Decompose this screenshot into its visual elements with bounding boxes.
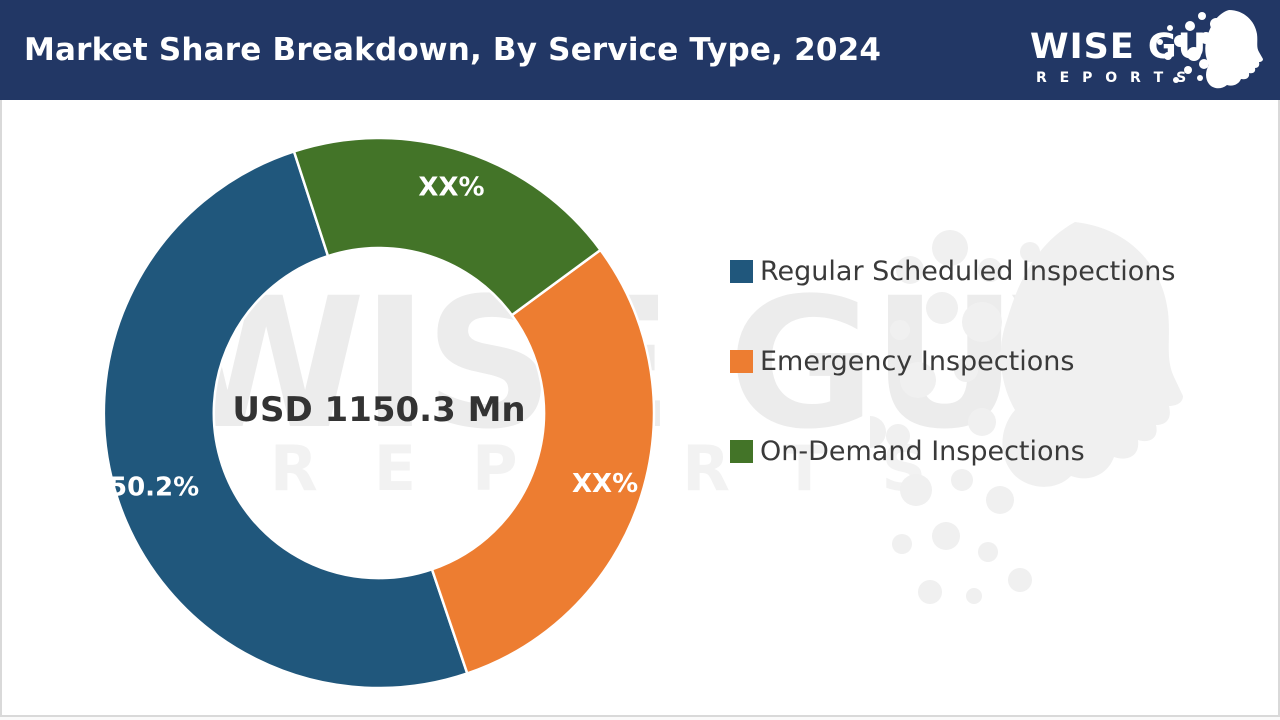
legend-item-ondemand: On-Demand Inspections <box>730 435 1175 467</box>
legend-label-ondemand: On-Demand Inspections <box>760 435 1085 467</box>
logo-wordmark: WISE GUY <box>1030 27 1233 67</box>
legend-item-emergency: Emergency Inspections <box>730 345 1175 377</box>
donut-wedge-0 <box>102 150 469 690</box>
logo-subtext: R E P O R T S <box>1036 70 1190 86</box>
wiseguy-logo: WISE GUY R E P O R T S <box>1030 10 1263 89</box>
legend-swatch-regular <box>730 259 753 283</box>
wedge-label-regular: 50.2% <box>109 473 199 503</box>
legend-label-emergency: Emergency Inspections <box>760 345 1075 377</box>
wedge-label-ondemand: XX% <box>418 172 484 202</box>
wedge-label-emergency: XX% <box>572 469 638 499</box>
bottom-strip <box>0 717 1280 720</box>
donut-wedge-1 <box>430 248 656 675</box>
legend-item-regular: Regular Scheduled Inspections <box>730 255 1176 287</box>
page-title: Market Share Breakdown, By Service Type,… <box>24 32 882 68</box>
logo-face-icon <box>1157 10 1263 89</box>
watermark-face-icon <box>870 222 1183 604</box>
legend-swatch-emergency <box>730 349 753 373</box>
donut-wedges <box>102 136 656 690</box>
legend-swatch-ondemand <box>730 439 753 463</box>
donut-center-value: USD 1150.3 Mn <box>232 390 525 430</box>
legend: Regular Scheduled Inspections Emergency … <box>730 255 1176 527</box>
legend-label-regular: Regular Scheduled Inspections <box>760 255 1176 287</box>
donut-chart: 50.2% XX% XX% USD 1150.3 Mn <box>102 136 656 690</box>
header-bar: Market Share Breakdown, By Service Type,… <box>0 0 1280 100</box>
donut-wedge-2 <box>292 136 602 317</box>
